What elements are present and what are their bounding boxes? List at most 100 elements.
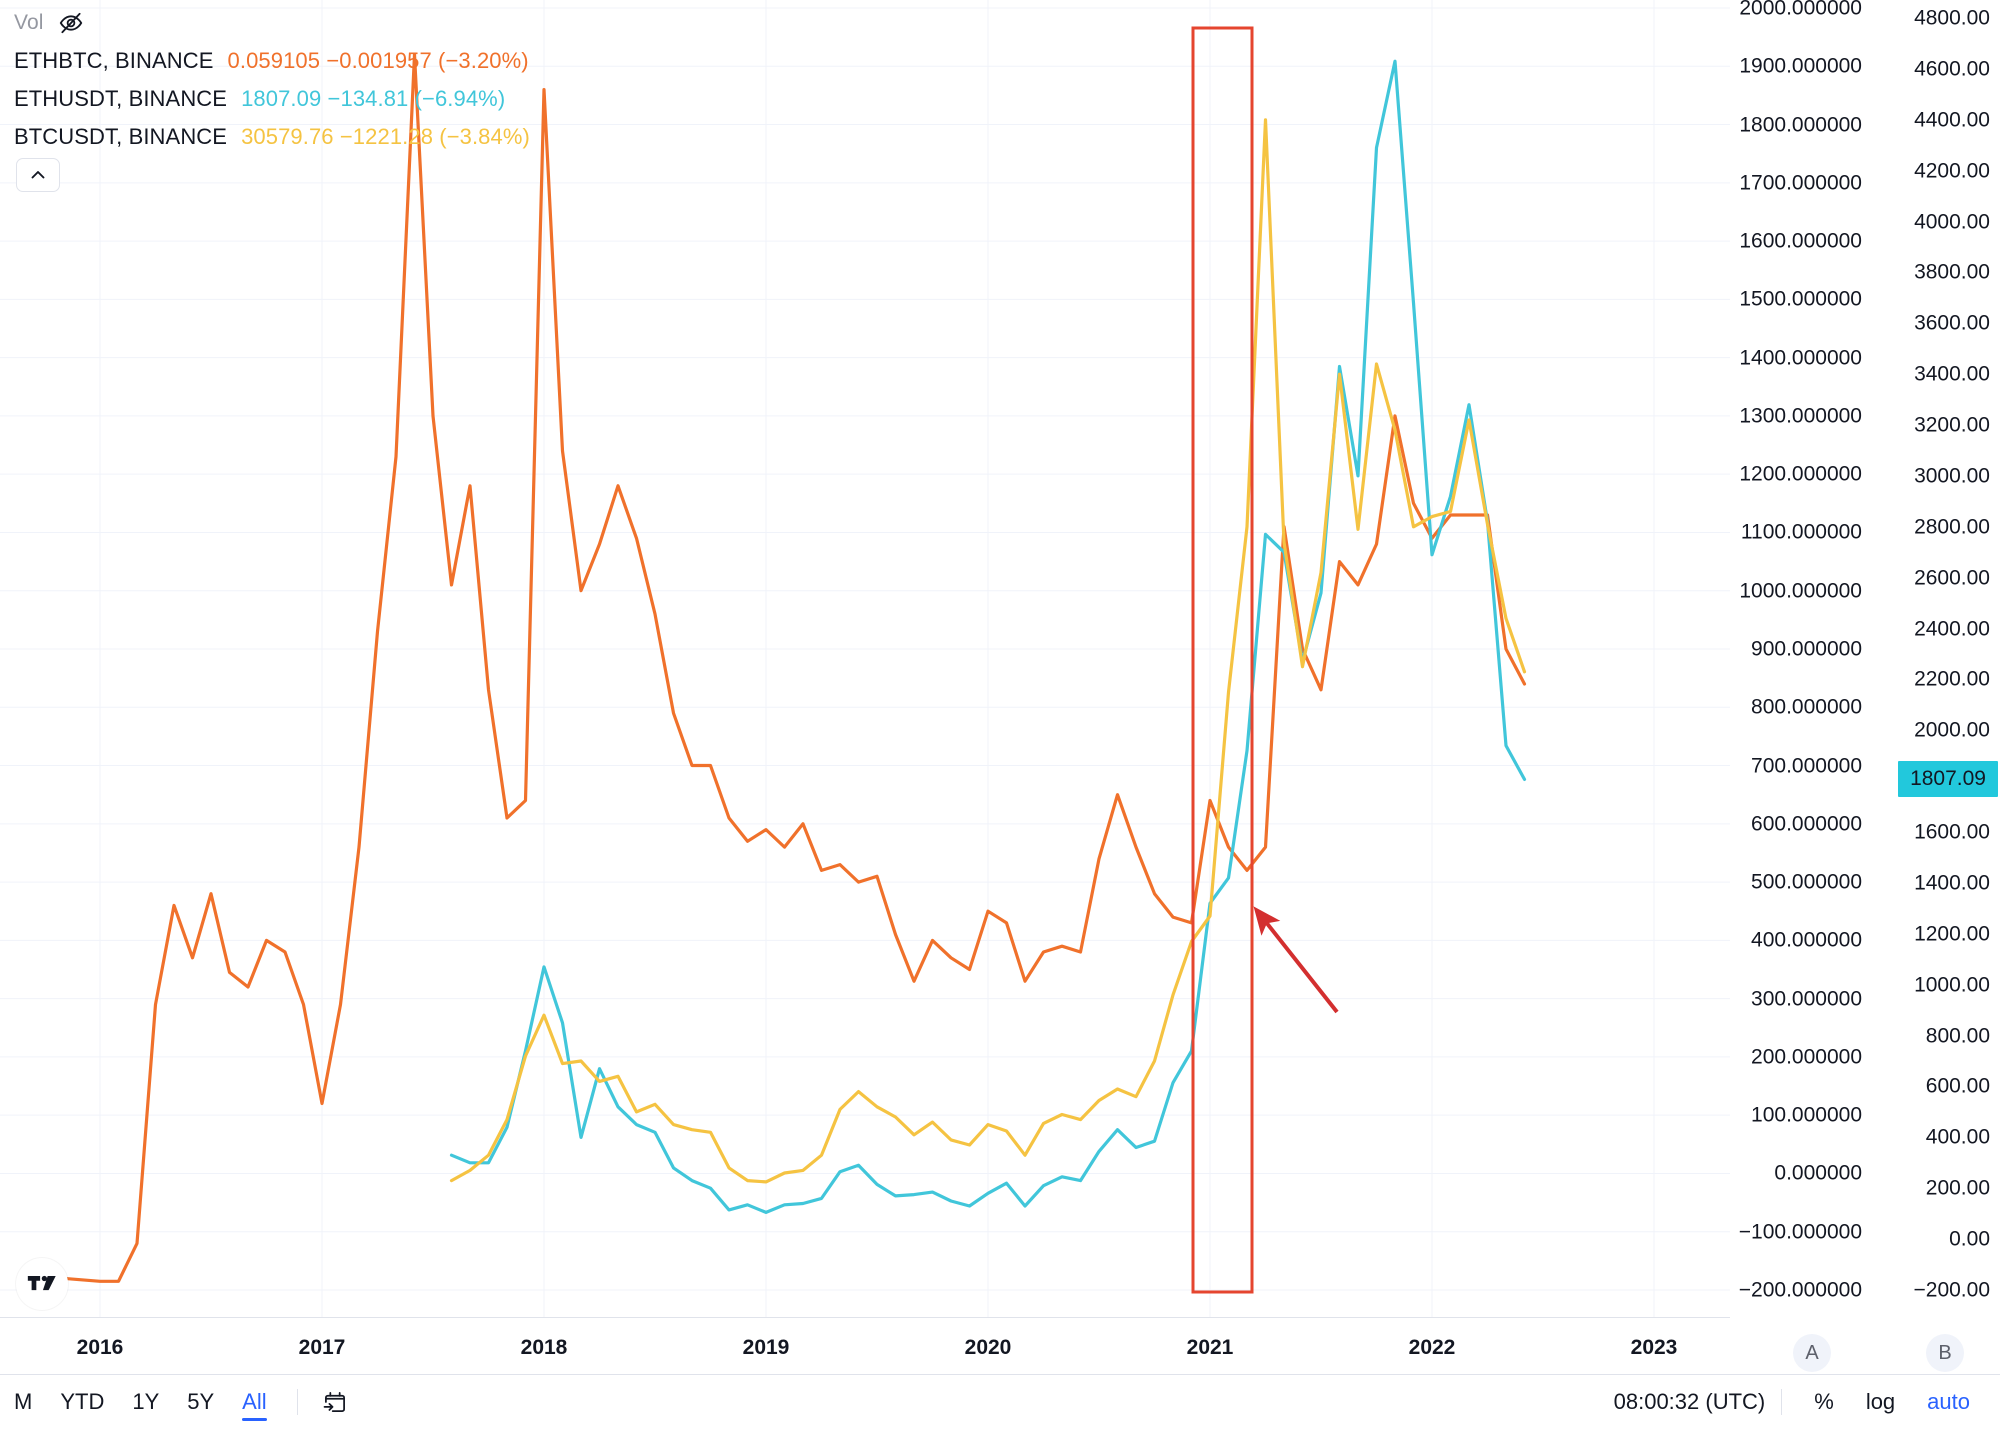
axis-b-tick: 600.00	[1925, 1074, 1990, 1098]
time-axis-tick: 2018	[520, 1336, 568, 1359]
axis-b-tick: 1200.00	[1914, 922, 1990, 946]
axis-b-tick: 4400.00	[1914, 108, 1990, 132]
highlight-rectangle[interactable]	[1191, 26, 1254, 1294]
chevron-up-icon	[31, 171, 45, 179]
bottom-toolbar: M YTD 1Y 5Y All 08:00:32 (UTC) % log auto	[0, 1374, 2000, 1429]
time-axis-tick: 2023	[1630, 1336, 1678, 1359]
axis-b-tick: 400.00	[1925, 1125, 1990, 1149]
time-axis[interactable]: 2016 2017 2018 2019 2020 2021 2022 2023	[0, 1317, 1730, 1374]
series-line	[449, 118, 1527, 1184]
eye-off-icon[interactable]	[58, 10, 84, 36]
axis-a-tick: 1300.000000	[1739, 404, 1862, 428]
axis-a-tick: 1200.000000	[1739, 462, 1862, 486]
legend-row-btcusdt[interactable]: BTCUSDT, BINANCE 30579.76 −1221.28 (−3.8…	[14, 118, 530, 156]
axis-a-tick: 700.000000	[1751, 754, 1862, 778]
range-button-5y[interactable]: 5Y	[187, 1389, 215, 1414]
chart-plot-area[interactable]: Vol ETHBTC, BINANCE 0.059105 −0.001957 (…	[0, 0, 1730, 1317]
axis-b-tick: 3800.00	[1914, 260, 1990, 284]
legend-row-ethusdt[interactable]: ETHUSDT, BINANCE 1807.09 −134.81 (−6.94%…	[14, 80, 530, 118]
range-button-all[interactable]: All	[228, 1375, 280, 1429]
legend-row-volume[interactable]: Vol	[14, 4, 530, 42]
legend-changepct-btcusdt: (−3.84%)	[439, 124, 530, 149]
legend-symbol-ethusdt: ETHUSDT, BINANCE	[14, 86, 228, 111]
legend-change-ethusdt: −134.81	[327, 86, 409, 111]
axis-b-tick: 3400.00	[1914, 362, 1990, 386]
axis-a-tick: 300.000000	[1751, 987, 1862, 1011]
time-axis-tick: 2022	[1408, 1336, 1456, 1359]
series-lines	[61, 52, 1527, 1283]
log-scale-button[interactable]: log	[1865, 1389, 1896, 1414]
axis-a-tick: 400.000000	[1751, 928, 1862, 952]
axis-b-tick: 200.00	[1925, 1176, 1990, 1200]
clock-label: 08:00:32 (UTC)	[1613, 1389, 1766, 1414]
range-button-m[interactable]: M	[14, 1389, 33, 1414]
axis-badge-a[interactable]: A	[1793, 1334, 1831, 1372]
axis-b-tick: 3600.00	[1914, 311, 1990, 335]
axis-a-tick: −100.000000	[1738, 1220, 1862, 1244]
legend-last-ethbtc: 0.059105	[227, 48, 321, 73]
axis-b-tick: 3200.00	[1914, 413, 1990, 437]
axis-a-tick: 900.000000	[1751, 637, 1862, 661]
axis-a-tick: 1500.000000	[1739, 287, 1862, 311]
legend-row-ethbtc[interactable]: ETHBTC, BINANCE 0.059105 −0.001957 (−3.2…	[14, 42, 530, 80]
grid-lines	[0, 0, 1730, 1317]
auto-scale-button[interactable]: auto	[1927, 1389, 1970, 1414]
axis-a-tick: −200.000000	[1738, 1278, 1862, 1302]
tradingview-logo[interactable]	[16, 1258, 68, 1310]
axis-b-tick: 800.00	[1925, 1024, 1990, 1048]
price-axis-a[interactable]: 2000.000000 1900.000000 1800.000000 1700.00…	[1732, 0, 1872, 1317]
axis-b-tick: 3000.00	[1914, 464, 1990, 488]
time-axis-tick: 2016	[76, 1336, 124, 1359]
axis-a-tick: 1700.000000	[1739, 171, 1862, 195]
axis-a-tick: 1100.000000	[1740, 520, 1862, 544]
axis-b-tick: 2400.00	[1914, 617, 1990, 641]
axis-a-tick: 1900.000000	[1739, 54, 1862, 78]
legend-symbol-btcusdt: BTCUSDT, BINANCE	[14, 124, 228, 149]
axis-b-tick: 4800.00	[1914, 6, 1990, 30]
time-range-group: M YTD 1Y 5Y All	[0, 1375, 281, 1429]
axis-b-tick: 4000.00	[1914, 210, 1990, 234]
toolbar-divider-right	[1781, 1389, 1783, 1415]
axis-a-tick: 200.000000	[1751, 1045, 1862, 1069]
price-axis-b[interactable]: 1807.09 4800.00 4600.00 4400.00 4200.00 4000…	[1880, 0, 2000, 1317]
legend-change-ethbtc: −0.001957	[326, 48, 432, 73]
time-axis-tick: 2021	[1186, 1336, 1234, 1359]
time-axis-tick: 2019	[742, 1336, 790, 1359]
toolbar-right-group: 08:00:32 (UTC) % log auto	[1614, 1375, 2000, 1429]
axis-a-tick: 500.000000	[1751, 870, 1862, 894]
percent-scale-button[interactable]: %	[1814, 1389, 1834, 1414]
axis-a-tick: 1600.000000	[1739, 229, 1862, 253]
pointer-arrow[interactable]	[1253, 906, 1339, 1014]
axis-b-tick: 2000.00	[1914, 718, 1990, 742]
legend-changepct-ethusdt: (−6.94%)	[414, 86, 506, 111]
current-price-tag: 1807.09	[1898, 761, 1998, 798]
axis-a-tick: 1000.000000	[1739, 579, 1862, 603]
legend-last-btcusdt: 30579.76	[241, 124, 334, 149]
range-button-ytd[interactable]: YTD	[60, 1389, 105, 1414]
legend-last-ethusdt: 1807.09	[241, 86, 322, 111]
toolbar-divider-left	[296, 1389, 298, 1415]
annotation-layer	[1191, 26, 1339, 1294]
axis-a-tick: 2000.000000	[1739, 0, 1862, 20]
time-axis-tick: 2020	[964, 1336, 1012, 1359]
axis-a-tick: 1800.000000	[1739, 113, 1862, 137]
legend-values-ethusdt: 1807.09 −134.81 (−6.94%)	[241, 86, 505, 112]
axis-a-tick: 600.000000	[1751, 812, 1862, 836]
axis-b-tick: 1400.00	[1914, 871, 1990, 895]
chart-canvas	[0, 0, 1730, 1317]
range-button-1y[interactable]: 1Y	[132, 1389, 160, 1414]
legend-values-ethbtc: 0.059105 −0.001957 (−3.20%)	[228, 48, 529, 74]
axis-badge-b[interactable]: B	[1926, 1334, 1964, 1372]
goto-date-button[interactable]	[314, 1382, 356, 1422]
calendar-goto-icon	[323, 1392, 345, 1412]
time-axis-tick: 2017	[298, 1336, 346, 1359]
axis-b-tick: 4200.00	[1914, 159, 1990, 183]
legend-values-btcusdt: 30579.76 −1221.28 (−3.84%)	[241, 124, 530, 150]
legend-collapse-button[interactable]	[16, 158, 60, 192]
axis-b-tick: 1000.00	[1914, 973, 1990, 997]
legend-symbol-ethbtc: ETHBTC, BINANCE	[14, 48, 214, 73]
axis-b-tick: 0.00	[1949, 1227, 1990, 1251]
axis-b-tick: −200.00	[1913, 1278, 1991, 1302]
chart-legend: Vol ETHBTC, BINANCE 0.059105 −0.001957 (…	[14, 4, 530, 156]
